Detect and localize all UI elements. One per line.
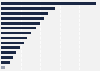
- Bar: [1, 17, 44, 20]
- Bar: [1, 46, 20, 49]
- Bar: [1, 42, 23, 44]
- Bar: [1, 32, 31, 34]
- Bar: [1, 7, 55, 10]
- Bar: [1, 61, 10, 64]
- Bar: [1, 56, 13, 59]
- Bar: [1, 22, 40, 25]
- Bar: [1, 66, 5, 69]
- Bar: [1, 27, 36, 29]
- Bar: [1, 2, 96, 5]
- Bar: [1, 12, 48, 15]
- Bar: [1, 37, 28, 39]
- Bar: [1, 51, 16, 54]
